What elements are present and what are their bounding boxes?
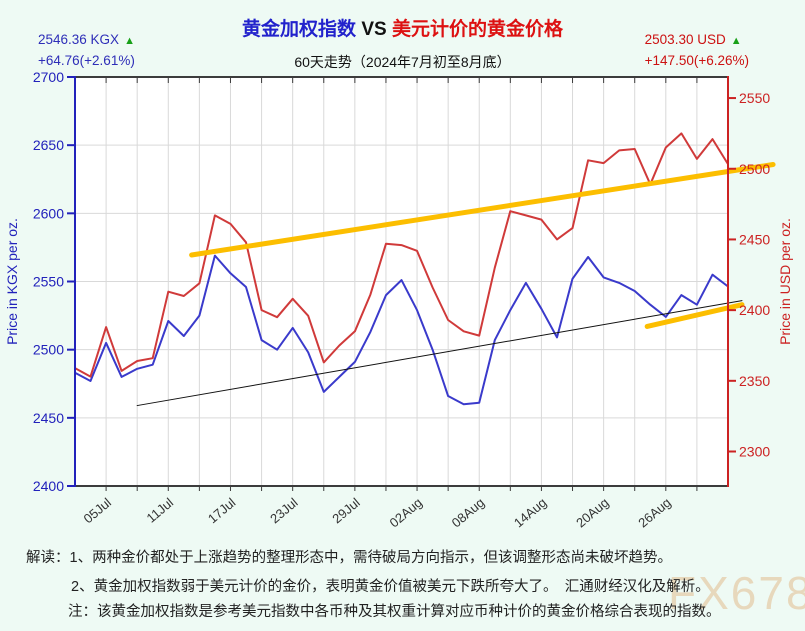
- x-axis-label: 20Aug: [573, 495, 611, 531]
- usd-quote: 2503.30 USD ▲ +147.50(+6.26%): [645, 30, 749, 71]
- usd-gold-line: [74, 132, 729, 378]
- commentary: 解读：1、两种金价都处于上涨趋势的整理形态中，需待破局方向指示，但该调整形态尚未…: [0, 543, 805, 621]
- left-axis-tick-label: 2400: [33, 478, 64, 494]
- x-axis-label: 26Aug: [635, 495, 673, 531]
- page-subtitle: 60天走势（2024年7月初至8月底）: [294, 54, 511, 70]
- page-title: 黄金加权指数 VS 美元计价的黄金价格: [0, 14, 805, 41]
- up-triangle-icon: ▲: [124, 35, 135, 47]
- x-axis-label: 14Aug: [511, 495, 549, 531]
- usd-change: +147.50(+6.26%): [644, 53, 749, 68]
- commentary-line-3: 注：该黄金加权指数是参考美元指数中各币种及其权重计算对应币种计价的黄金价格综合表…: [68, 604, 721, 620]
- left-axis-title: Price in KGX per oz.: [4, 218, 20, 345]
- commentary-line-2: 2、黄金加权指数弱于美元计价的金价，表明黄金价值被美元下跌所夸大了。 汇通财经汉…: [71, 579, 710, 595]
- upper-channel-trendline: [189, 162, 776, 258]
- left-axis-tick-label: 2700: [33, 69, 64, 85]
- right-axis-tick-label: 2350: [739, 373, 770, 389]
- thin-black-trendline: [136, 300, 743, 407]
- x-axis-label: 02Aug: [387, 495, 425, 531]
- title-kgx-label: 黄金加权指数: [242, 19, 357, 40]
- right-axis-tick-label: 2400: [739, 302, 770, 318]
- left-axis-tick-label: 2650: [33, 137, 64, 153]
- left-axis-tick-label: 2550: [33, 274, 64, 290]
- kgx-price: 2546.36 KGX: [38, 32, 120, 47]
- x-axis-label: 23Jul: [267, 495, 301, 527]
- left-axis-tick-label: 2600: [33, 205, 64, 221]
- price-chart: 2700 2650 2600 2550 2500 2450 2400 2550 2500 2450…: [4, 69, 793, 531]
- right-axis-tick-label: 2500: [739, 161, 770, 177]
- x-axis-label: 17Jul: [205, 495, 239, 527]
- title-usd-label: 美元计价的黄金价格: [391, 19, 563, 40]
- right-axis-title: Price in USD per oz.: [777, 218, 793, 345]
- commentary-line-1: 解读：1、两种金价都处于上涨趋势的整理形态中，需待破局方向指示，但该调整形态尚未…: [26, 550, 673, 566]
- right-axis-tick-label: 2300: [739, 444, 770, 460]
- right-axis-tick-label: 2550: [739, 90, 770, 106]
- right-axis-tick-label: 2450: [739, 231, 770, 247]
- kgx-quote: 2546.36 KGX ▲ +64.76(+2.61%): [38, 30, 135, 71]
- kgx-change: +64.76(+2.61%): [38, 53, 135, 68]
- up-triangle-icon: ▲: [730, 35, 742, 47]
- usd-price: 2503.30 USD: [644, 32, 726, 47]
- lower-support-trendline: [644, 302, 745, 329]
- kgx-quote-price-row: 2546.36 KGX ▲: [38, 30, 135, 51]
- x-axis-label: 29Jul: [329, 495, 363, 527]
- title-vs-label: VS: [356, 19, 392, 40]
- x-axis-label: 08Aug: [449, 495, 487, 531]
- watermark: FX678: [668, 567, 805, 619]
- x-axis-label: 11Jul: [143, 495, 176, 526]
- x-axis-label: 05Jul: [81, 495, 115, 527]
- left-axis-tick-label: 2450: [33, 410, 64, 426]
- usd-quote-price-row: 2503.30 USD ▲: [645, 30, 749, 51]
- kgx-index-line: [74, 254, 729, 406]
- left-axis-tick-label: 2500: [33, 342, 64, 358]
